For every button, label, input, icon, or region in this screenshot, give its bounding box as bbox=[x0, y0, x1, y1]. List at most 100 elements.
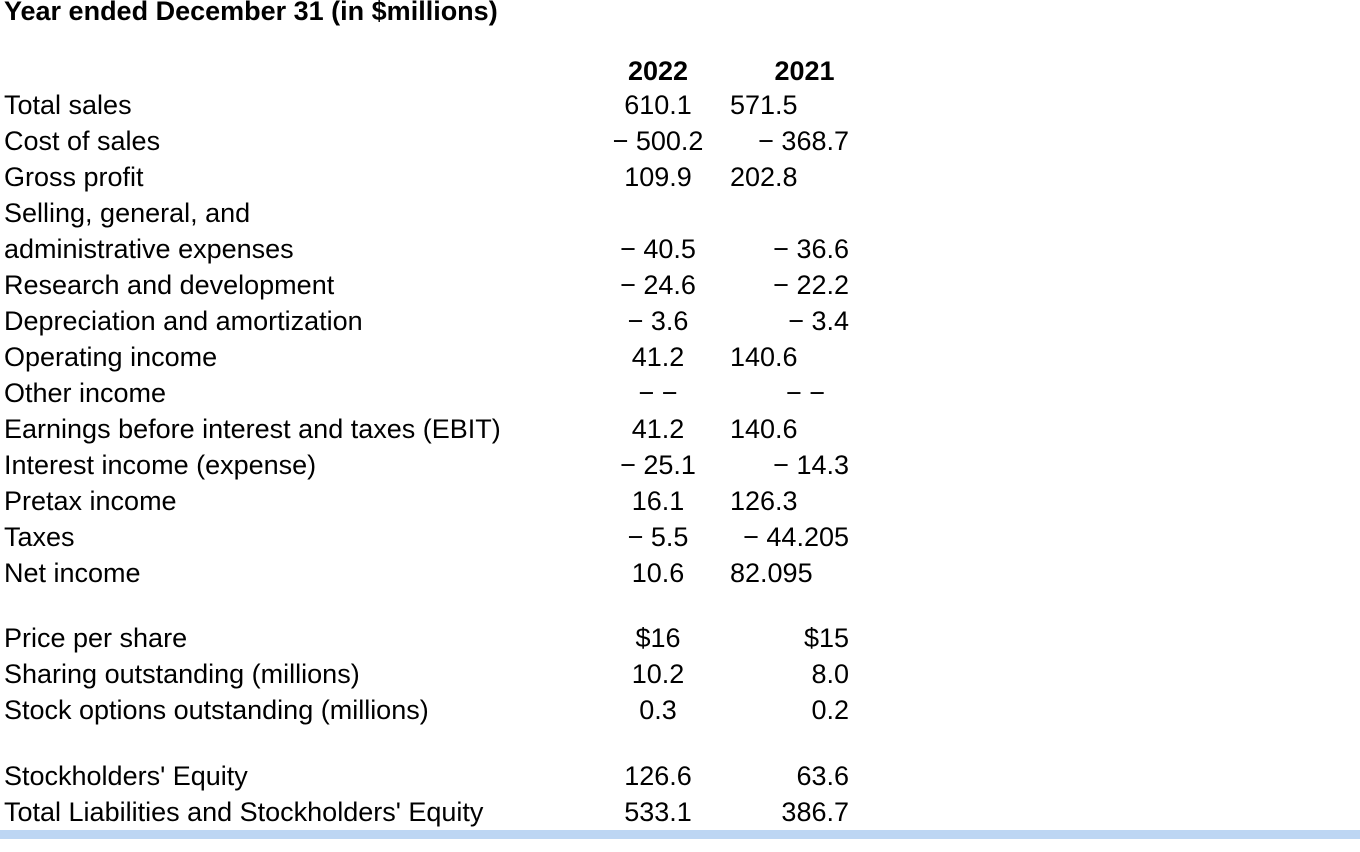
column-gap bbox=[714, 519, 730, 555]
row-label: Pretax income bbox=[4, 486, 177, 516]
row-filler bbox=[849, 231, 1360, 267]
row-label: Operating income bbox=[4, 342, 218, 372]
row-filler bbox=[849, 447, 1360, 483]
row-label: Total sales bbox=[4, 90, 132, 120]
row-filler bbox=[849, 339, 1360, 375]
value-2021: 0.2 bbox=[811, 695, 849, 725]
column-gap bbox=[714, 53, 730, 89]
value-2022: − 500.2 bbox=[612, 126, 704, 156]
table-row: Sharing outstanding (millions) 10.2 8.0 bbox=[4, 656, 1360, 692]
row-filler bbox=[849, 555, 1360, 591]
row-filler bbox=[849, 267, 1360, 303]
value-2021: $15 bbox=[803, 623, 849, 653]
table-row: Other income − − − − bbox=[4, 375, 1360, 411]
table-row: Stock options outstanding (millions) 0.3 0… bbox=[4, 692, 1360, 728]
value-2021 bbox=[730, 195, 849, 231]
row-label: Stockholders' Equity bbox=[4, 761, 248, 791]
table-row: Price per share $16 $15 bbox=[4, 620, 1360, 656]
column-header-2021: 2021 bbox=[774, 56, 835, 86]
header-filler bbox=[849, 53, 1360, 89]
value-2022: − 5.5 bbox=[627, 522, 689, 552]
table-row: Operating income 41.2 140.6 bbox=[4, 339, 1360, 375]
row-label: Taxes bbox=[4, 522, 75, 552]
value-2022: − 3.6 bbox=[627, 306, 689, 336]
value-2021: 202.8 bbox=[730, 162, 798, 192]
row-label: Total Liabilities and Stockholders' Equi… bbox=[4, 797, 484, 827]
row-label: Other income bbox=[4, 378, 167, 408]
column-gap bbox=[714, 555, 730, 591]
table-row: Selling, general, and bbox=[4, 195, 1360, 231]
section-share-data: Price per share $16 $15 Sharing outstanding… bbox=[4, 620, 1360, 728]
column-gap bbox=[714, 375, 730, 411]
table-row: administrative expenses − 40.5 − 36.6 bbox=[4, 231, 1360, 267]
table-row: Cost of sales − 500.2 − 368.7 bbox=[4, 123, 1360, 159]
row-filler bbox=[849, 656, 1360, 692]
column-gap bbox=[714, 447, 730, 483]
table-row: Research and development − 24.6 − 22.2 bbox=[4, 267, 1360, 303]
value-2022: 41.2 bbox=[631, 342, 685, 372]
table-row: Total Liabilities and Stockholders' Equi… bbox=[4, 794, 1360, 830]
table-bottom-border bbox=[0, 830, 1360, 839]
row-filler bbox=[849, 620, 1360, 656]
value-2022: − 25.1 bbox=[620, 450, 696, 480]
value-2022: 0.3 bbox=[639, 695, 677, 725]
row-filler bbox=[849, 758, 1360, 794]
column-gap bbox=[714, 159, 730, 195]
row-label: Earnings before interest and taxes (EBIT… bbox=[4, 414, 501, 444]
table-row: Taxes − 5.5 − 44.205 bbox=[4, 519, 1360, 555]
row-filler bbox=[849, 519, 1360, 555]
table-row: Gross profit 109.9 202.8 bbox=[4, 159, 1360, 195]
column-gap bbox=[714, 758, 730, 794]
column-gap bbox=[714, 620, 730, 656]
column-gap bbox=[714, 195, 730, 231]
row-filler bbox=[849, 375, 1360, 411]
value-2022: 126.6 bbox=[624, 761, 692, 791]
table-row: Net income 10.6 82.095 bbox=[4, 555, 1360, 591]
value-2021: 386.7 bbox=[781, 797, 849, 827]
row-filler bbox=[849, 87, 1360, 123]
column-gap bbox=[714, 123, 730, 159]
table-row: Pretax income 16.1 126.3 bbox=[4, 483, 1360, 519]
row-label: Price per share bbox=[4, 623, 188, 653]
value-2022: − 24.6 bbox=[620, 270, 696, 300]
value-2021: − 14.3 bbox=[773, 450, 849, 480]
value-2022: 10.6 bbox=[631, 558, 685, 588]
value-2022: 533.1 bbox=[624, 797, 692, 827]
value-2021: 8.0 bbox=[811, 659, 849, 689]
value-2022: 10.2 bbox=[631, 659, 685, 689]
row-label: Stock options outstanding (millions) bbox=[4, 695, 429, 725]
value-2021: 63.6 bbox=[796, 761, 849, 791]
column-gap bbox=[714, 794, 730, 830]
row-filler bbox=[849, 303, 1360, 339]
row-filler bbox=[849, 692, 1360, 728]
row-filler bbox=[849, 411, 1360, 447]
column-gap bbox=[714, 483, 730, 519]
table-row: Total sales 610.1 571.5 bbox=[4, 87, 1360, 123]
value-2022: − 40.5 bbox=[620, 234, 696, 264]
row-label: Sharing outstanding (millions) bbox=[4, 659, 360, 689]
value-2021: − 368.7 bbox=[758, 126, 849, 156]
column-gap bbox=[714, 87, 730, 123]
column-gap bbox=[714, 303, 730, 339]
column-header-2022: 2022 bbox=[627, 56, 689, 86]
section-income-statement: Total sales 610.1 571.5 Cost of sales − 500.… bbox=[4, 87, 1360, 591]
column-gap bbox=[714, 411, 730, 447]
value-2022: 16.1 bbox=[631, 486, 685, 516]
value-2021: 82.095 bbox=[730, 558, 813, 588]
row-label: Cost of sales bbox=[4, 126, 161, 156]
row-filler bbox=[849, 794, 1360, 830]
row-label: Selling, general, and bbox=[4, 198, 251, 228]
value-2022: 109.9 bbox=[624, 162, 692, 192]
row-label: Interest income (expense) bbox=[4, 450, 317, 480]
page-title: Year ended December 31 (in $millions) bbox=[4, 0, 498, 26]
value-2022 bbox=[602, 195, 714, 231]
value-2021: − 22.2 bbox=[773, 270, 849, 300]
value-2021: − 36.6 bbox=[773, 234, 849, 264]
value-2021: 140.6 bbox=[730, 342, 798, 372]
table-row: Depreciation and amortization − 3.6 − 3.4 bbox=[4, 303, 1360, 339]
column-gap bbox=[714, 339, 730, 375]
value-2022: 610.1 bbox=[624, 90, 692, 120]
row-label: Gross profit bbox=[4, 162, 144, 192]
table-row: Earnings before interest and taxes (EBIT… bbox=[4, 411, 1360, 447]
